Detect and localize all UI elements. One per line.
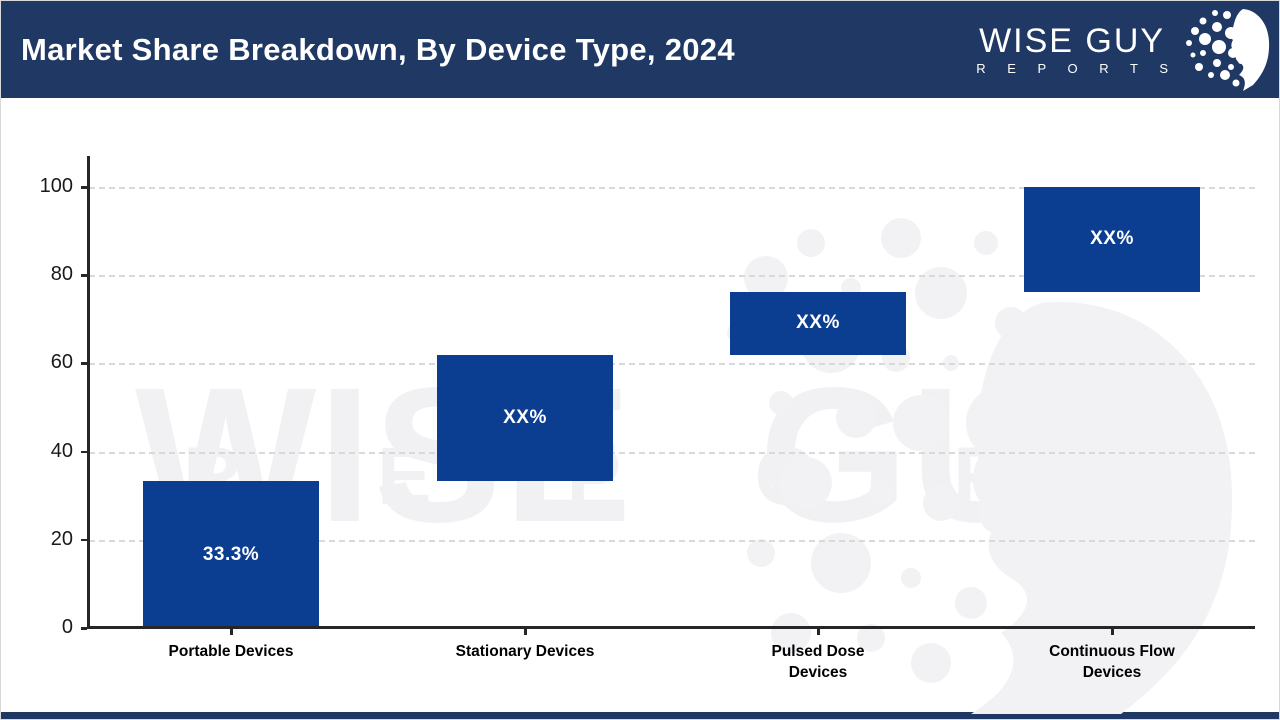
- y-tick-40: [81, 450, 87, 454]
- header-bar: Market Share Breakdown, By Device Type, …: [1, 1, 1279, 98]
- footer-bar: [1, 712, 1279, 719]
- x-axis-line: [87, 626, 1255, 629]
- gridline-y-60: [89, 363, 1255, 366]
- bar-value-label: 33.3%: [202, 543, 260, 565]
- x-category-label-continuous-flow-devices: Continuous Flow Devices: [1049, 643, 1175, 681]
- wiseguy-logo: WISE GUY R E P O R T S: [967, 5, 1273, 95]
- gridline-y-80: [89, 275, 1255, 278]
- bar-portable-devices: 33.3%: [143, 481, 319, 628]
- y-tick-60: [81, 362, 87, 365]
- y-tick-80: [81, 274, 87, 277]
- y-axis-line: [87, 156, 90, 628]
- y-tick-20: [81, 538, 87, 542]
- x-tick-3: [1111, 628, 1114, 635]
- bar-value-label: XX%: [796, 312, 840, 334]
- y-tick-label-40: 40: [50, 439, 73, 462]
- bar-pulsed-dose-devices: XX%: [730, 291, 906, 356]
- bar-continuous-flow-devices: XX%: [1024, 187, 1200, 292]
- y-tick-100: [81, 186, 87, 189]
- x-category-label-portable-devices: Portable Devices: [168, 643, 294, 660]
- x-tick-0: [230, 628, 233, 635]
- bar-stationary-devices: XX%: [437, 355, 613, 482]
- y-tick-label-100: 100: [39, 175, 73, 197]
- wiseguy-logo-sub: R E P O R T S: [976, 61, 1177, 76]
- y-tick-label-60: 60: [50, 351, 73, 374]
- y-tick-0: [81, 627, 87, 630]
- y-tick-label-20: 20: [50, 527, 73, 550]
- gridline-y-20: [89, 539, 1255, 542]
- y-tick-label-0: 0: [61, 616, 73, 638]
- page-title: Market Share Breakdown, By Device Type, …: [21, 31, 735, 67]
- gridline-y-40: [89, 451, 1255, 454]
- wiseguy-logo-name: WISE GUY: [979, 22, 1166, 60]
- wiseguy-logo-text: WISE GUY R E P O R T S: [967, 23, 1177, 76]
- x-tick-2: [817, 628, 820, 635]
- x-tick-1: [524, 628, 527, 635]
- wiseguy-face-icon: [1186, 8, 1270, 91]
- gridline-y-100: [89, 187, 1255, 189]
- x-category-label-pulsed-dose-devices: Pulsed Dose Devices: [771, 643, 865, 681]
- bar-value-label: XX%: [503, 407, 547, 429]
- y-tick-label-80: 80: [50, 263, 73, 286]
- bar-value-label: XX%: [1090, 228, 1134, 250]
- x-category-label-stationary-devices: Stationary Devices: [455, 643, 595, 660]
